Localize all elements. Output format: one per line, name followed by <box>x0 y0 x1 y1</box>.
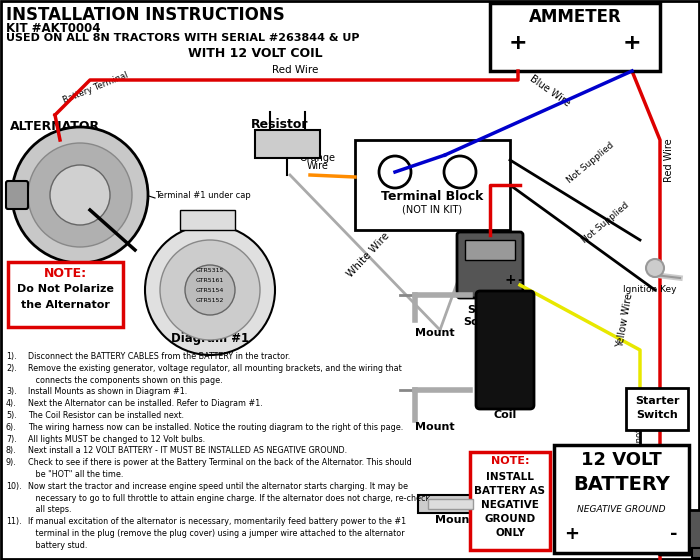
Text: Cable not supplied: Cable not supplied <box>636 390 645 469</box>
Text: necessary to go to full throttle to attain engine charge. If the alternator does: necessary to go to full throttle to atta… <box>28 493 430 503</box>
Text: BATTERY AS: BATTERY AS <box>475 486 545 496</box>
Text: ONLY: ONLY <box>495 528 525 538</box>
FancyBboxPatch shape <box>465 240 515 260</box>
Text: Red Wire: Red Wire <box>664 138 674 182</box>
Text: 8).: 8). <box>6 446 17 455</box>
Text: terminal in the plug (remove the plug cover) using a jumper wire attached to the: terminal in the plug (remove the plug co… <box>28 529 405 538</box>
FancyBboxPatch shape <box>457 232 523 298</box>
Text: Check to see if there is power at the Battery Terminal on the back of the Altern: Check to see if there is power at the Ba… <box>28 458 412 467</box>
Text: All lights MUST be changed to 12 Volt bulbs.: All lights MUST be changed to 12 Volt bu… <box>28 435 205 444</box>
Text: The Coil Resistor can be installed next.: The Coil Resistor can be installed next. <box>28 411 184 420</box>
FancyBboxPatch shape <box>476 291 534 409</box>
Text: GTR5315: GTR5315 <box>196 268 224 273</box>
Text: all steps.: all steps. <box>28 505 71 515</box>
FancyBboxPatch shape <box>180 210 235 230</box>
Text: KIT #AKT0004: KIT #AKT0004 <box>6 22 101 35</box>
Text: +: + <box>505 273 517 287</box>
Text: connects the components shown on this page.: connects the components shown on this pa… <box>28 376 223 385</box>
Circle shape <box>646 259 664 277</box>
Text: Next the Alternator can be installed. Refer to Diagram #1.: Next the Alternator can be installed. Re… <box>28 399 262 408</box>
Text: +: + <box>564 525 580 543</box>
Text: Do Not Polarize: Do Not Polarize <box>17 284 114 294</box>
Text: +: + <box>509 33 527 53</box>
Text: 4).: 4). <box>6 399 17 408</box>
Text: Not Supplied: Not Supplied <box>580 200 630 245</box>
Text: If manual excitation of the alternator is necessary, momentarily feed battery po: If manual excitation of the alternator i… <box>28 517 406 526</box>
FancyBboxPatch shape <box>8 262 123 327</box>
Text: 6).: 6). <box>6 423 17 432</box>
Circle shape <box>12 127 148 263</box>
Text: Resistor: Resistor <box>251 118 309 131</box>
Text: Wire: Wire <box>307 161 329 171</box>
Text: USED ON ALL 8N TRACTORS WITH SERIAL #263844 & UP: USED ON ALL 8N TRACTORS WITH SERIAL #263… <box>6 33 360 43</box>
Text: NEGATIVE: NEGATIVE <box>481 500 539 510</box>
Text: 1).: 1). <box>6 352 17 361</box>
Text: 7).: 7). <box>6 435 17 444</box>
Text: NOTE:: NOTE: <box>44 267 87 280</box>
FancyBboxPatch shape <box>626 388 688 430</box>
FancyBboxPatch shape <box>554 445 689 553</box>
FancyBboxPatch shape <box>470 452 550 550</box>
Text: battery stud.: battery stud. <box>28 541 88 550</box>
FancyBboxPatch shape <box>692 548 700 558</box>
Text: 5).: 5). <box>6 411 17 420</box>
Text: Mount: Mount <box>415 422 455 432</box>
Text: Blue Wire: Blue Wire <box>528 73 572 108</box>
Text: NOTE:: NOTE: <box>491 456 529 466</box>
FancyBboxPatch shape <box>490 3 660 71</box>
Text: Not Supplied: Not Supplied <box>565 141 615 185</box>
Text: Disconnect the BATTERY CABLES from the BATTERY in the tractor.: Disconnect the BATTERY CABLES from the B… <box>28 352 290 361</box>
Text: NEGATIVE GROUND: NEGATIVE GROUND <box>578 505 666 514</box>
Text: the Alternator: the Alternator <box>21 300 110 310</box>
Text: Red Wire: Red Wire <box>272 65 318 75</box>
FancyBboxPatch shape <box>428 499 473 509</box>
FancyBboxPatch shape <box>255 130 320 158</box>
Text: Starter: Starter <box>468 305 512 315</box>
Circle shape <box>160 240 260 340</box>
FancyBboxPatch shape <box>355 140 510 230</box>
Circle shape <box>28 143 132 247</box>
Text: Terminal Block: Terminal Block <box>382 190 484 203</box>
Text: Next install a 12 VOLT BATTERY - IT MUST BE INSTALLED AS NEGATIVE GROUND.: Next install a 12 VOLT BATTERY - IT MUST… <box>28 446 347 455</box>
Text: Solenoid: Solenoid <box>463 317 517 327</box>
Text: Coil: Coil <box>494 410 517 420</box>
Text: Switch: Switch <box>636 410 678 420</box>
Text: WITH 12 VOLT COIL: WITH 12 VOLT COIL <box>188 47 322 60</box>
Text: AMMETER: AMMETER <box>528 8 622 26</box>
Text: 3).: 3). <box>6 388 17 396</box>
Text: 12 VOLT: 12 VOLT <box>581 451 662 469</box>
Text: Now start the tractor and increase engine speed until the alternator starts char: Now start the tractor and increase engin… <box>28 482 408 491</box>
Text: The wiring harness now can be installed. Notice the routing diagram to the right: The wiring harness now can be installed.… <box>28 423 403 432</box>
FancyBboxPatch shape <box>418 495 493 513</box>
Text: Remove the existing generator, voltage regulator, all mounting brackets, and the: Remove the existing generator, voltage r… <box>28 364 402 373</box>
FancyBboxPatch shape <box>689 510 700 548</box>
Text: be "HOT" all the time.: be "HOT" all the time. <box>28 470 123 479</box>
Text: INSTALLATION INSTRUCTIONS: INSTALLATION INSTRUCTIONS <box>6 6 285 24</box>
Text: Mount: Mount <box>435 515 475 525</box>
Text: GTR5154: GTR5154 <box>196 287 224 292</box>
Text: GTR5161: GTR5161 <box>196 278 224 282</box>
Text: Battery Terminal: Battery Terminal <box>62 71 130 105</box>
Text: GROUND: GROUND <box>484 514 536 524</box>
Text: 9).: 9). <box>6 458 17 467</box>
Text: INSTALL: INSTALL <box>486 472 534 482</box>
FancyBboxPatch shape <box>6 181 28 209</box>
Text: 11).: 11). <box>6 517 22 526</box>
Text: BATTERY: BATTERY <box>573 475 670 494</box>
Text: Install Mounts as shown in Diagram #1.: Install Mounts as shown in Diagram #1. <box>28 388 188 396</box>
Circle shape <box>50 165 110 225</box>
Text: Ignition Key: Ignition Key <box>623 285 677 294</box>
Text: Starter: Starter <box>635 396 679 406</box>
Text: Orange: Orange <box>300 153 336 163</box>
Text: Yellow Wire: Yellow Wire <box>615 292 635 348</box>
Text: Mount: Mount <box>415 328 455 338</box>
Text: White Wire: White Wire <box>345 231 391 279</box>
Circle shape <box>185 265 235 315</box>
Text: -: - <box>517 273 523 287</box>
Text: GTR5152: GTR5152 <box>196 297 224 302</box>
Text: +: + <box>623 33 641 53</box>
Text: 10).: 10). <box>6 482 22 491</box>
Text: Terminal #1 under cap: Terminal #1 under cap <box>155 190 251 199</box>
Text: 2).: 2). <box>6 364 17 373</box>
